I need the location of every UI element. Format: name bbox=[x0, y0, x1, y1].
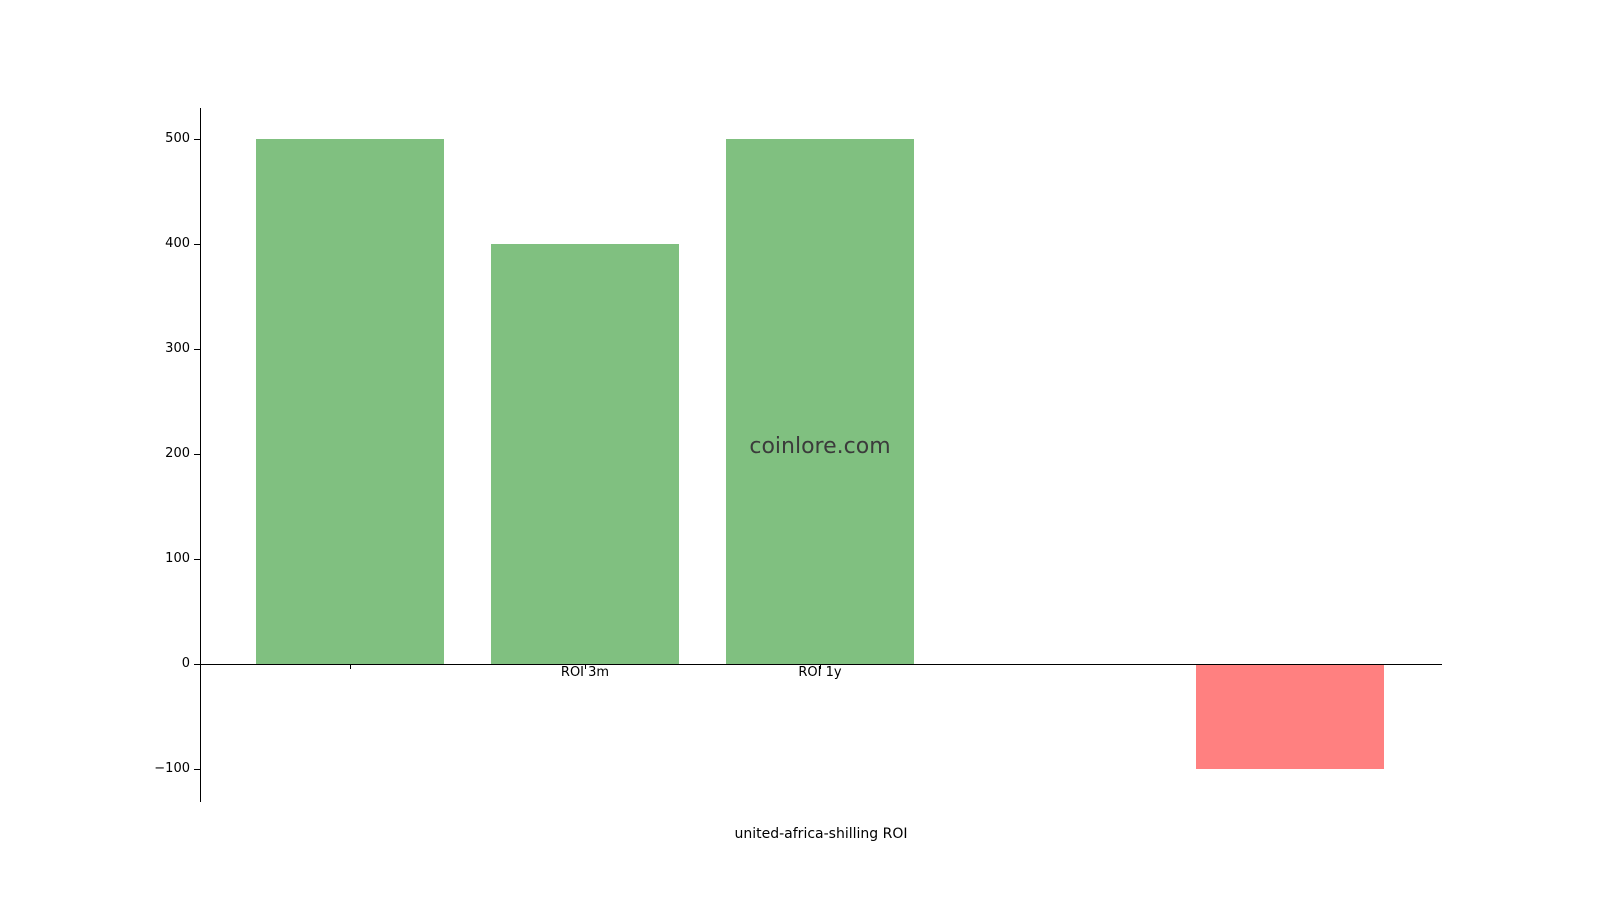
x-tick-label: ROI 3m bbox=[560, 665, 610, 680]
y-tick bbox=[194, 454, 200, 455]
x-tick bbox=[585, 664, 586, 669]
y-axis-spine bbox=[200, 108, 201, 802]
x-axis-spine bbox=[200, 664, 1442, 665]
watermark-text: coinlore.com bbox=[749, 434, 891, 459]
y-tick-label: 300 bbox=[165, 341, 190, 356]
x-tick-label: ROI 1y bbox=[798, 665, 842, 680]
y-tick bbox=[194, 139, 200, 140]
y-tick-label: −100 bbox=[154, 761, 190, 776]
y-tick-label: 500 bbox=[165, 131, 190, 146]
x-tick bbox=[820, 664, 821, 669]
y-tick-label: 200 bbox=[165, 446, 190, 461]
bar-roi-3m bbox=[491, 244, 679, 664]
x-tick bbox=[350, 664, 351, 669]
bar-bar-0 bbox=[256, 139, 444, 664]
y-tick bbox=[194, 769, 200, 770]
y-tick bbox=[194, 244, 200, 245]
y-tick-label: 100 bbox=[165, 551, 190, 566]
y-tick bbox=[194, 664, 200, 665]
y-tick bbox=[194, 349, 200, 350]
chart-title: united-africa-shilling ROI bbox=[734, 826, 908, 842]
bar-roi-1y bbox=[726, 139, 914, 664]
y-tick-label: 400 bbox=[165, 236, 190, 251]
y-tick-label: 0 bbox=[181, 656, 190, 671]
bar-bar-3 bbox=[1196, 664, 1384, 769]
y-tick bbox=[194, 559, 200, 560]
